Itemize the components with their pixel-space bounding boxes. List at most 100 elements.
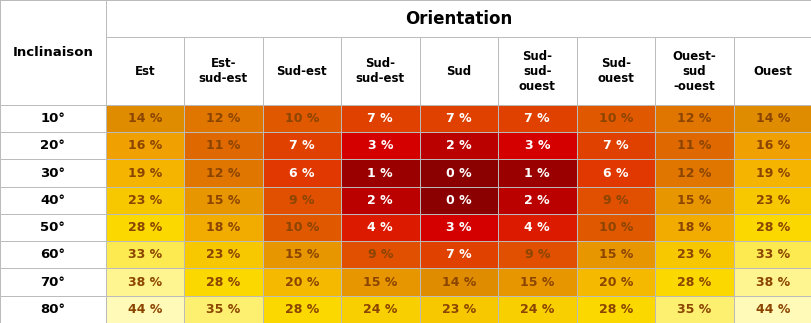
- Text: 7 %: 7 %: [524, 112, 549, 125]
- Text: 33 %: 33 %: [127, 248, 161, 261]
- Bar: [262, 296, 341, 323]
- Text: 44 %: 44 %: [127, 303, 162, 316]
- Text: 4 %: 4 %: [524, 221, 549, 234]
- Text: 18 %: 18 %: [676, 221, 710, 234]
- Text: 28 %: 28 %: [127, 221, 161, 234]
- Bar: [576, 132, 654, 160]
- Bar: [497, 241, 576, 268]
- Text: 15 %: 15 %: [519, 276, 554, 289]
- Text: 9 %: 9 %: [289, 194, 314, 207]
- Text: 38 %: 38 %: [127, 276, 161, 289]
- Bar: [576, 214, 654, 241]
- Bar: [497, 105, 576, 132]
- Text: 9 %: 9 %: [603, 194, 628, 207]
- Text: 44 %: 44 %: [754, 303, 789, 316]
- Text: 24 %: 24 %: [363, 303, 397, 316]
- Text: 7 %: 7 %: [445, 112, 471, 125]
- Text: 16 %: 16 %: [755, 139, 789, 152]
- Bar: [105, 187, 184, 214]
- Bar: [732, 187, 811, 214]
- Text: 2 %: 2 %: [367, 194, 393, 207]
- Text: 60°: 60°: [41, 248, 65, 261]
- Text: 33 %: 33 %: [755, 248, 789, 261]
- Bar: [0, 132, 105, 160]
- Bar: [262, 187, 341, 214]
- Text: 20 %: 20 %: [284, 276, 319, 289]
- Bar: [341, 296, 419, 323]
- Bar: [0, 241, 105, 268]
- Text: Sud-
ouest: Sud- ouest: [597, 57, 633, 85]
- Text: 38 %: 38 %: [755, 276, 789, 289]
- Bar: [262, 105, 341, 132]
- Bar: [576, 187, 654, 214]
- Text: 80°: 80°: [41, 303, 65, 316]
- Bar: [654, 160, 732, 187]
- Text: 7 %: 7 %: [289, 139, 314, 152]
- Text: 14 %: 14 %: [441, 276, 475, 289]
- Bar: [497, 268, 576, 296]
- Bar: [0, 296, 105, 323]
- Bar: [732, 132, 811, 160]
- Text: 12 %: 12 %: [676, 167, 710, 180]
- Bar: [0, 0, 105, 105]
- Text: 15 %: 15 %: [676, 194, 710, 207]
- Bar: [341, 105, 419, 132]
- Bar: [341, 268, 419, 296]
- Text: Inclinaison: Inclinaison: [12, 46, 93, 59]
- Bar: [654, 296, 732, 323]
- Text: 2 %: 2 %: [445, 139, 471, 152]
- Text: 10 %: 10 %: [598, 221, 633, 234]
- Bar: [184, 214, 262, 241]
- Bar: [654, 37, 732, 105]
- Bar: [262, 132, 341, 160]
- Bar: [262, 160, 341, 187]
- Bar: [654, 132, 732, 160]
- Text: 7 %: 7 %: [445, 248, 471, 261]
- Bar: [341, 187, 419, 214]
- Bar: [184, 160, 262, 187]
- Bar: [0, 268, 105, 296]
- Text: 1 %: 1 %: [524, 167, 549, 180]
- Bar: [0, 160, 105, 187]
- Text: Sud-
sud-est: Sud- sud-est: [355, 57, 405, 85]
- Text: Sud-est: Sud-est: [276, 65, 327, 78]
- Bar: [732, 268, 811, 296]
- Bar: [105, 0, 811, 37]
- Text: Ouest: Ouest: [753, 65, 792, 78]
- Text: 20°: 20°: [41, 139, 65, 152]
- Bar: [341, 160, 419, 187]
- Bar: [262, 214, 341, 241]
- Text: 50°: 50°: [41, 221, 65, 234]
- Bar: [184, 268, 262, 296]
- Text: 14 %: 14 %: [127, 112, 162, 125]
- Bar: [262, 241, 341, 268]
- Bar: [262, 37, 341, 105]
- Bar: [497, 160, 576, 187]
- Bar: [419, 160, 497, 187]
- Bar: [497, 37, 576, 105]
- Bar: [184, 296, 262, 323]
- Bar: [576, 241, 654, 268]
- Text: 9 %: 9 %: [367, 248, 393, 261]
- Text: 23 %: 23 %: [755, 194, 789, 207]
- Bar: [105, 160, 184, 187]
- Bar: [419, 241, 497, 268]
- Text: Orientation: Orientation: [405, 10, 512, 27]
- Text: Ouest-
sud
-ouest: Ouest- sud -ouest: [672, 49, 715, 93]
- Text: 6 %: 6 %: [603, 167, 628, 180]
- Text: 30°: 30°: [41, 167, 65, 180]
- Text: 16 %: 16 %: [127, 139, 161, 152]
- Bar: [732, 160, 811, 187]
- Text: Est: Est: [135, 65, 155, 78]
- Text: 0 %: 0 %: [445, 167, 471, 180]
- Bar: [654, 187, 732, 214]
- Bar: [497, 132, 576, 160]
- Bar: [732, 37, 811, 105]
- Text: 15 %: 15 %: [363, 276, 397, 289]
- Bar: [419, 105, 497, 132]
- Text: 12 %: 12 %: [206, 167, 240, 180]
- Text: 23 %: 23 %: [676, 248, 710, 261]
- Text: 6 %: 6 %: [289, 167, 314, 180]
- Text: 11 %: 11 %: [206, 139, 240, 152]
- Bar: [576, 296, 654, 323]
